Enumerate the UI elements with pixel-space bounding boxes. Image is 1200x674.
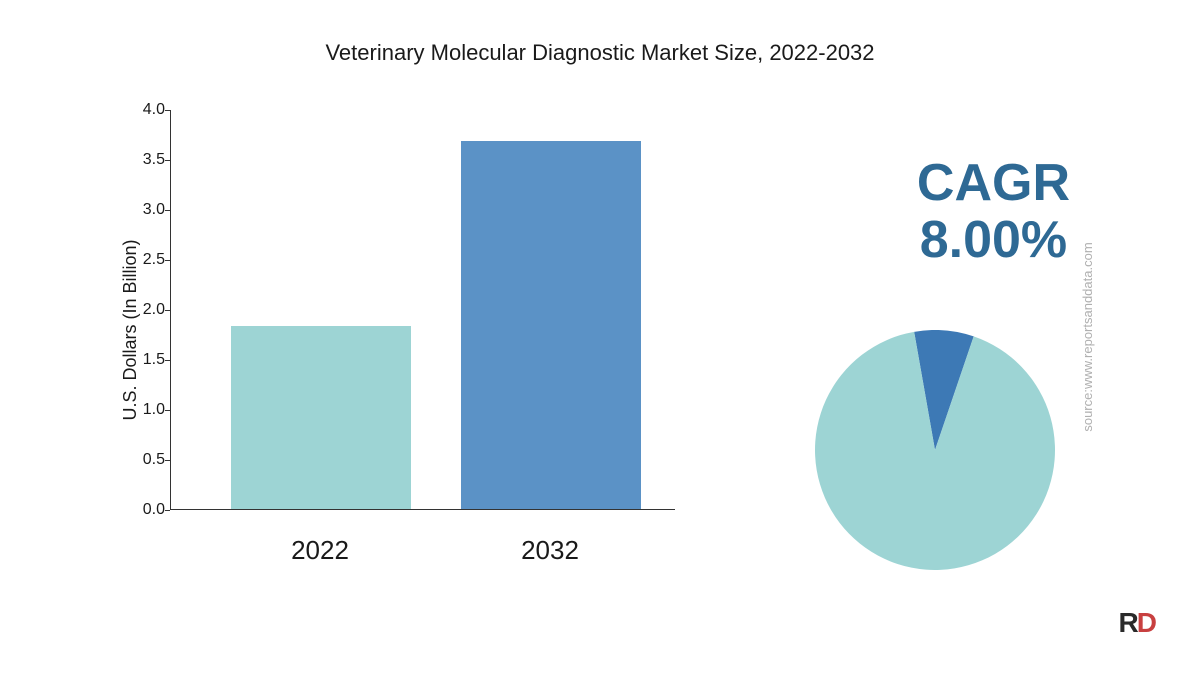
y-tick-label: 0.0	[125, 501, 165, 519]
chart-title: Veterinary Molecular Diagnostic Market S…	[0, 40, 1200, 66]
y-tick-mark	[165, 510, 170, 511]
y-tick-label: 1.5	[125, 351, 165, 369]
bar-2032	[461, 141, 641, 509]
y-tick-label: 4.0	[125, 101, 165, 119]
y-tick-label: 2.0	[125, 301, 165, 319]
x-label-2032: 2032	[521, 535, 579, 566]
bar-2022	[231, 326, 411, 509]
logo-r: R	[1119, 607, 1137, 638]
x-label-2022: 2022	[291, 535, 349, 566]
cagr-label: CAGR	[917, 155, 1070, 212]
y-tick-label: 1.0	[125, 401, 165, 419]
source-text: source:www.reportsanddata.com	[1080, 242, 1095, 431]
plot-area	[170, 110, 675, 510]
logo-d: D	[1137, 607, 1155, 638]
chart-container: Veterinary Molecular Diagnostic Market S…	[0, 0, 1200, 674]
bar-chart: U.S. Dollars (In Billion) 0.00.51.01.52.…	[115, 110, 675, 550]
pie-chart	[815, 330, 1055, 570]
logo: RD	[1119, 607, 1155, 639]
cagr-value: 8.00%	[917, 212, 1070, 269]
y-tick-label: 0.5	[125, 451, 165, 469]
pie-svg	[815, 330, 1055, 570]
y-tick-label: 2.5	[125, 251, 165, 269]
y-tick-label: 3.0	[125, 201, 165, 219]
cagr-block: CAGR 8.00%	[917, 155, 1070, 269]
y-tick-label: 3.5	[125, 151, 165, 169]
